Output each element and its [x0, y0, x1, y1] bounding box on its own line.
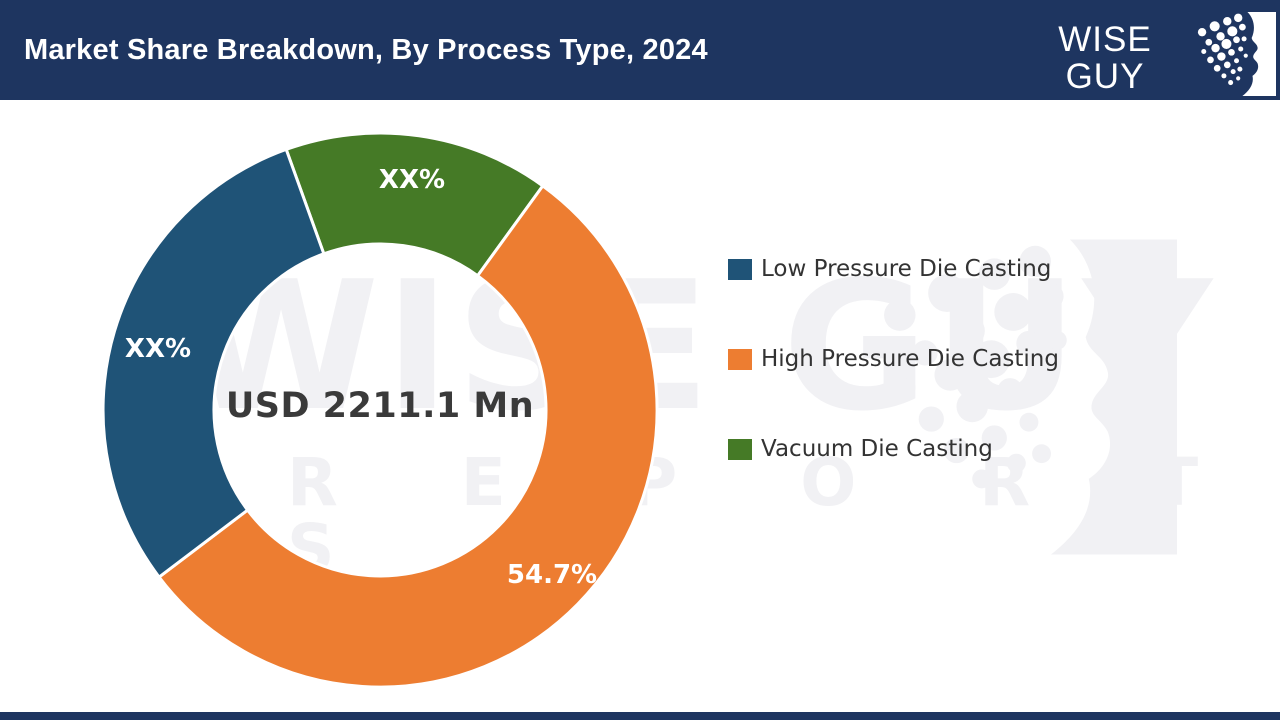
legend-swatch-high-pressure-icon: [728, 348, 752, 370]
legend-item-high-pressure[interactable]: High Pressure Die Casting: [728, 346, 1059, 372]
legend-item-low-pressure[interactable]: Low Pressure Die Casting: [728, 256, 1051, 282]
legend-swatch-low-pressure-icon: [728, 258, 752, 280]
brand-face-icon: [1197, 12, 1276, 96]
slice-value-low-pressure: XX%: [125, 334, 191, 364]
donut-chart: XX% XX% 54.7%: [101, 131, 659, 689]
header-bar: Market Share Breakdown, By Process Type,…: [0, 0, 1280, 113]
slice-value-high-pressure: 54.7%: [507, 560, 597, 590]
brand-subtitle: R E P O R T S: [1017, 97, 1193, 113]
legend-label: Low Pressure Die Casting: [761, 256, 1052, 282]
slice-low-pressure-die-casting[interactable]: [101, 147, 326, 579]
legend-label: Vacuum Die Casting: [761, 436, 993, 462]
watermark-face-icon: [884, 239, 1177, 555]
slice-high-pressure-die-casting[interactable]: [157, 184, 659, 689]
slice-value-vacuum: XX%: [379, 165, 445, 195]
footer-bar: [0, 712, 1280, 720]
legend-label: High Pressure Die Casting: [761, 346, 1059, 372]
brand-name: WISE GUY: [1058, 20, 1152, 96]
donut-center-value: USD 2211.1 Mn: [225, 386, 535, 426]
legend-swatch-vacuum-icon: [728, 438, 752, 460]
brand-logo: WISE GUY R E P O R T S: [1016, 6, 1276, 113]
legend-item-vacuum[interactable]: Vacuum Die Casting: [728, 436, 993, 462]
page-title: Market Share Breakdown, By Process Type,…: [24, 34, 708, 66]
